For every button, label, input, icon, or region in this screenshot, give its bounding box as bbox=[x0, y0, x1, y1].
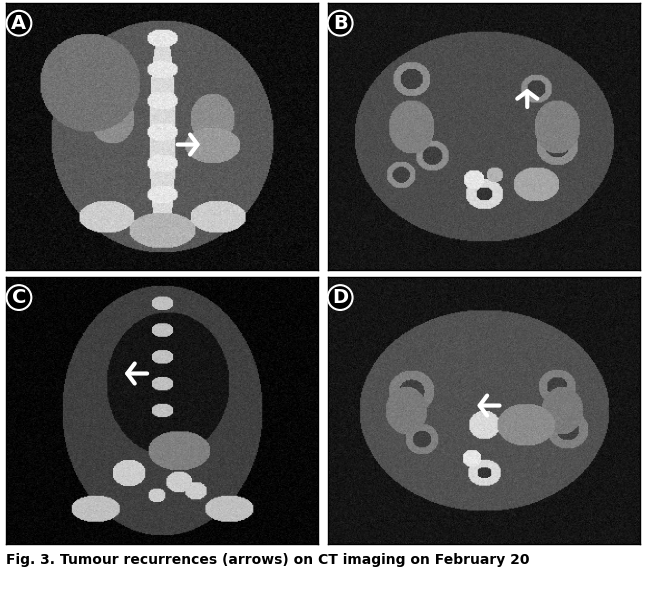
Text: Fig. 3. Tumour recurrences (arrows) on CT imaging on February 20: Fig. 3. Tumour recurrences (arrows) on C… bbox=[6, 553, 530, 567]
Text: A: A bbox=[12, 14, 26, 33]
Text: B: B bbox=[333, 14, 348, 33]
Text: C: C bbox=[12, 288, 26, 307]
Text: D: D bbox=[332, 288, 348, 307]
